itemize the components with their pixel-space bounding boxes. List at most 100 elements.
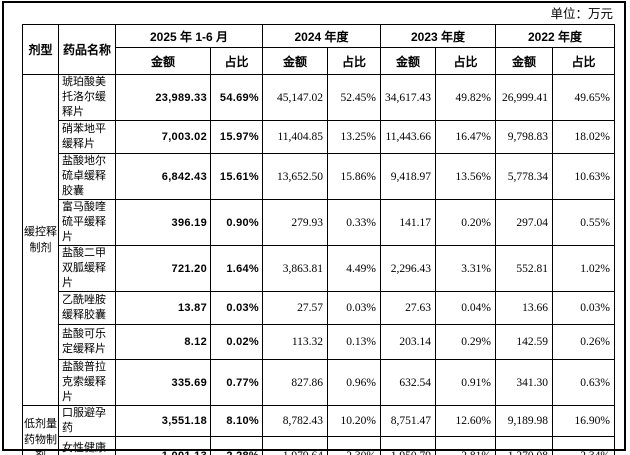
drug-name-cell: 乙酰唑胺缓释胶囊 bbox=[58, 291, 116, 325]
share-cell: 0.91% bbox=[435, 359, 497, 406]
share-cell: 15.86% bbox=[327, 153, 382, 200]
amount-cell: 341.30 bbox=[495, 359, 554, 406]
amount-cell: 7,003.02 bbox=[115, 120, 211, 154]
share-cell: 0.04% bbox=[435, 291, 497, 325]
amount-cell: 203.14 bbox=[380, 324, 437, 360]
amount-cell: 23,989.33 bbox=[115, 74, 211, 121]
header-row-metrics: 金额 占比 金额 占比 金额 占比 金额 占比 bbox=[23, 47, 616, 75]
amount-cell: 45,147.02 bbox=[262, 74, 329, 121]
share-cell: 0.90% bbox=[209, 199, 264, 246]
amount-cell: 5,778.34 bbox=[495, 153, 554, 200]
drug-name-cell: 女性健康 用药 bbox=[58, 436, 116, 455]
amount-cell: 27.63 bbox=[380, 291, 437, 325]
share-cell: 2.30% bbox=[327, 436, 382, 455]
table-row: 盐酸二甲双胍缓释片 721.20 1.64% 3,863.81 4.49% 2,296.4… bbox=[23, 245, 616, 292]
drug-name-cell: 富马酸喹硫平缓释片 bbox=[58, 199, 116, 246]
share-cell: 0.26% bbox=[552, 324, 616, 360]
header-period: 2025 年 1-6 月 bbox=[114, 24, 264, 48]
header-share: 占比 bbox=[327, 47, 382, 75]
table-row: 乙酰唑胺缓释胶囊 13.87 0.03% 27.57 0.03% 27.63 0.04% 13… bbox=[23, 291, 616, 325]
unit-label: 单位：万元 bbox=[550, 7, 613, 21]
amount-cell: 13.66 bbox=[495, 291, 554, 325]
amount-cell: 9,798.83 bbox=[495, 120, 554, 154]
share-cell: 10.20% bbox=[327, 405, 382, 437]
share-cell: 0.20% bbox=[435, 199, 497, 246]
header-amount: 金额 bbox=[115, 47, 211, 75]
share-cell: 18.02% bbox=[552, 120, 616, 154]
amount-cell: 11,443.66 bbox=[380, 120, 437, 154]
amount-cell: 827.86 bbox=[262, 359, 329, 406]
amount-cell: 2,296.43 bbox=[380, 245, 437, 292]
amount-cell: 1,979.64 bbox=[262, 436, 329, 455]
table-row: 缓控释制剂 琥珀酸美托洛尔缓释片 23,989.33 54.69% 45,147.02 5… bbox=[22, 74, 616, 406]
amount-cell: 142.59 bbox=[495, 324, 554, 360]
table-row: 硝苯地平缓释片 7,003.02 15.97% 11,404.85 13.25% 11,4… bbox=[23, 120, 616, 154]
amount-cell: 34,617.43 bbox=[380, 74, 437, 121]
table-header: 剂型 药品名称 2025 年 1-6 月 2024 年度 2023 年度 2022 年… bbox=[22, 24, 616, 75]
header-period: 2022 年度 bbox=[495, 24, 616, 48]
share-cell: 2.34% bbox=[552, 436, 616, 455]
amount-cell: 721.20 bbox=[115, 245, 211, 292]
share-cell: 0.33% bbox=[327, 199, 382, 246]
share-cell: 13.25% bbox=[327, 120, 382, 154]
header-amount: 金额 bbox=[495, 47, 554, 75]
amount-cell: 1,001.13 bbox=[115, 436, 211, 455]
table-row: 富马酸喹硫平缓释片 396.19 0.90% 279.93 0.33% 141.17 0.2… bbox=[23, 199, 616, 246]
amount-cell: 279.93 bbox=[262, 199, 329, 246]
share-cell: 16.90% bbox=[552, 405, 616, 437]
share-cell: 52.45% bbox=[327, 74, 382, 121]
amount-cell: 9,418.97 bbox=[380, 153, 437, 200]
dosage-form-cell: 低剂量药物制剂 bbox=[22, 405, 59, 455]
products-revenue-table: 剂型 药品名称 2025 年 1-6 月 2024 年度 2023 年度 2022 年… bbox=[22, 24, 616, 455]
share-cell: 4.49% bbox=[327, 245, 382, 292]
header-drug-name: 药品名称 bbox=[58, 24, 116, 75]
header-amount: 金额 bbox=[262, 47, 329, 75]
share-cell: 1.02% bbox=[552, 245, 616, 292]
amount-cell: 335.69 bbox=[115, 359, 211, 406]
share-cell: 0.13% bbox=[327, 324, 382, 360]
table-row: 女性健康 用药1,001.132.28%1,979.642.30%1,950.7… bbox=[23, 436, 616, 455]
share-cell: 0.03% bbox=[327, 291, 382, 325]
drug-name-cell: 硝苯地平缓释片 bbox=[58, 120, 116, 154]
share-cell: 2.81% bbox=[435, 436, 497, 455]
drug-name-cell: 盐酸可乐定缓释片 bbox=[58, 324, 116, 360]
share-cell: 0.02% bbox=[209, 324, 264, 360]
amount-cell: 8,751.47 bbox=[380, 405, 437, 437]
header-share: 占比 bbox=[209, 47, 264, 75]
share-cell: 0.03% bbox=[209, 291, 264, 325]
table-row: 盐酸可乐定缓释片 8.12 0.02% 113.32 0.13% 203.14 0.29% 1… bbox=[23, 324, 616, 360]
table-row: 盐酸普拉克索缓释片 335.69 0.77% 827.86 0.96% 632.54 0.9… bbox=[23, 359, 616, 406]
amount-cell: 1,270.08 bbox=[495, 436, 554, 455]
share-cell: 2.28% bbox=[209, 436, 264, 455]
header-dosage-form: 剂型 bbox=[22, 24, 59, 75]
amount-cell: 8.12 bbox=[115, 324, 211, 360]
table-row: 低剂量药物制剂口服避孕药3,551.188.10%8,782.4310.20%8… bbox=[22, 405, 616, 455]
share-cell: 49.65% bbox=[552, 74, 616, 121]
share-cell: 12.60% bbox=[435, 405, 497, 437]
amount-cell: 141.17 bbox=[380, 199, 437, 246]
share-cell: 15.61% bbox=[209, 153, 264, 200]
amount-cell: 632.54 bbox=[380, 359, 437, 406]
amount-cell: 9,189.98 bbox=[495, 405, 554, 437]
header-period: 2024 年度 bbox=[262, 24, 382, 48]
share-cell: 0.03% bbox=[552, 291, 616, 325]
table-body: 缓控释制剂 琥珀酸美托洛尔缓释片 23,989.33 54.69% 45,147.02 5… bbox=[22, 74, 616, 455]
amount-cell: 6,842.43 bbox=[115, 153, 211, 200]
share-cell: 15.97% bbox=[209, 120, 264, 154]
amount-cell: 13,652.50 bbox=[262, 153, 329, 200]
amount-cell: 26,999.41 bbox=[495, 74, 554, 121]
share-cell: 10.63% bbox=[552, 153, 616, 200]
amount-cell: 3,863.81 bbox=[262, 245, 329, 292]
amount-cell: 113.32 bbox=[262, 324, 329, 360]
amount-cell: 396.19 bbox=[115, 199, 211, 246]
amount-cell: 11,404.85 bbox=[262, 120, 329, 154]
header-amount: 金额 bbox=[380, 47, 437, 75]
table-row: 盐酸地尔硫卓缓释胶囊 6,842.43 15.61% 13,652.50 15.86% 9… bbox=[23, 153, 616, 200]
share-cell: 0.77% bbox=[209, 359, 264, 406]
header-share: 占比 bbox=[552, 47, 616, 75]
dosage-form-cell: 缓控释制剂 bbox=[22, 74, 59, 406]
amount-cell: 8,782.43 bbox=[262, 405, 329, 437]
share-cell: 49.82% bbox=[435, 74, 497, 121]
header-period: 2023 年度 bbox=[380, 24, 497, 48]
